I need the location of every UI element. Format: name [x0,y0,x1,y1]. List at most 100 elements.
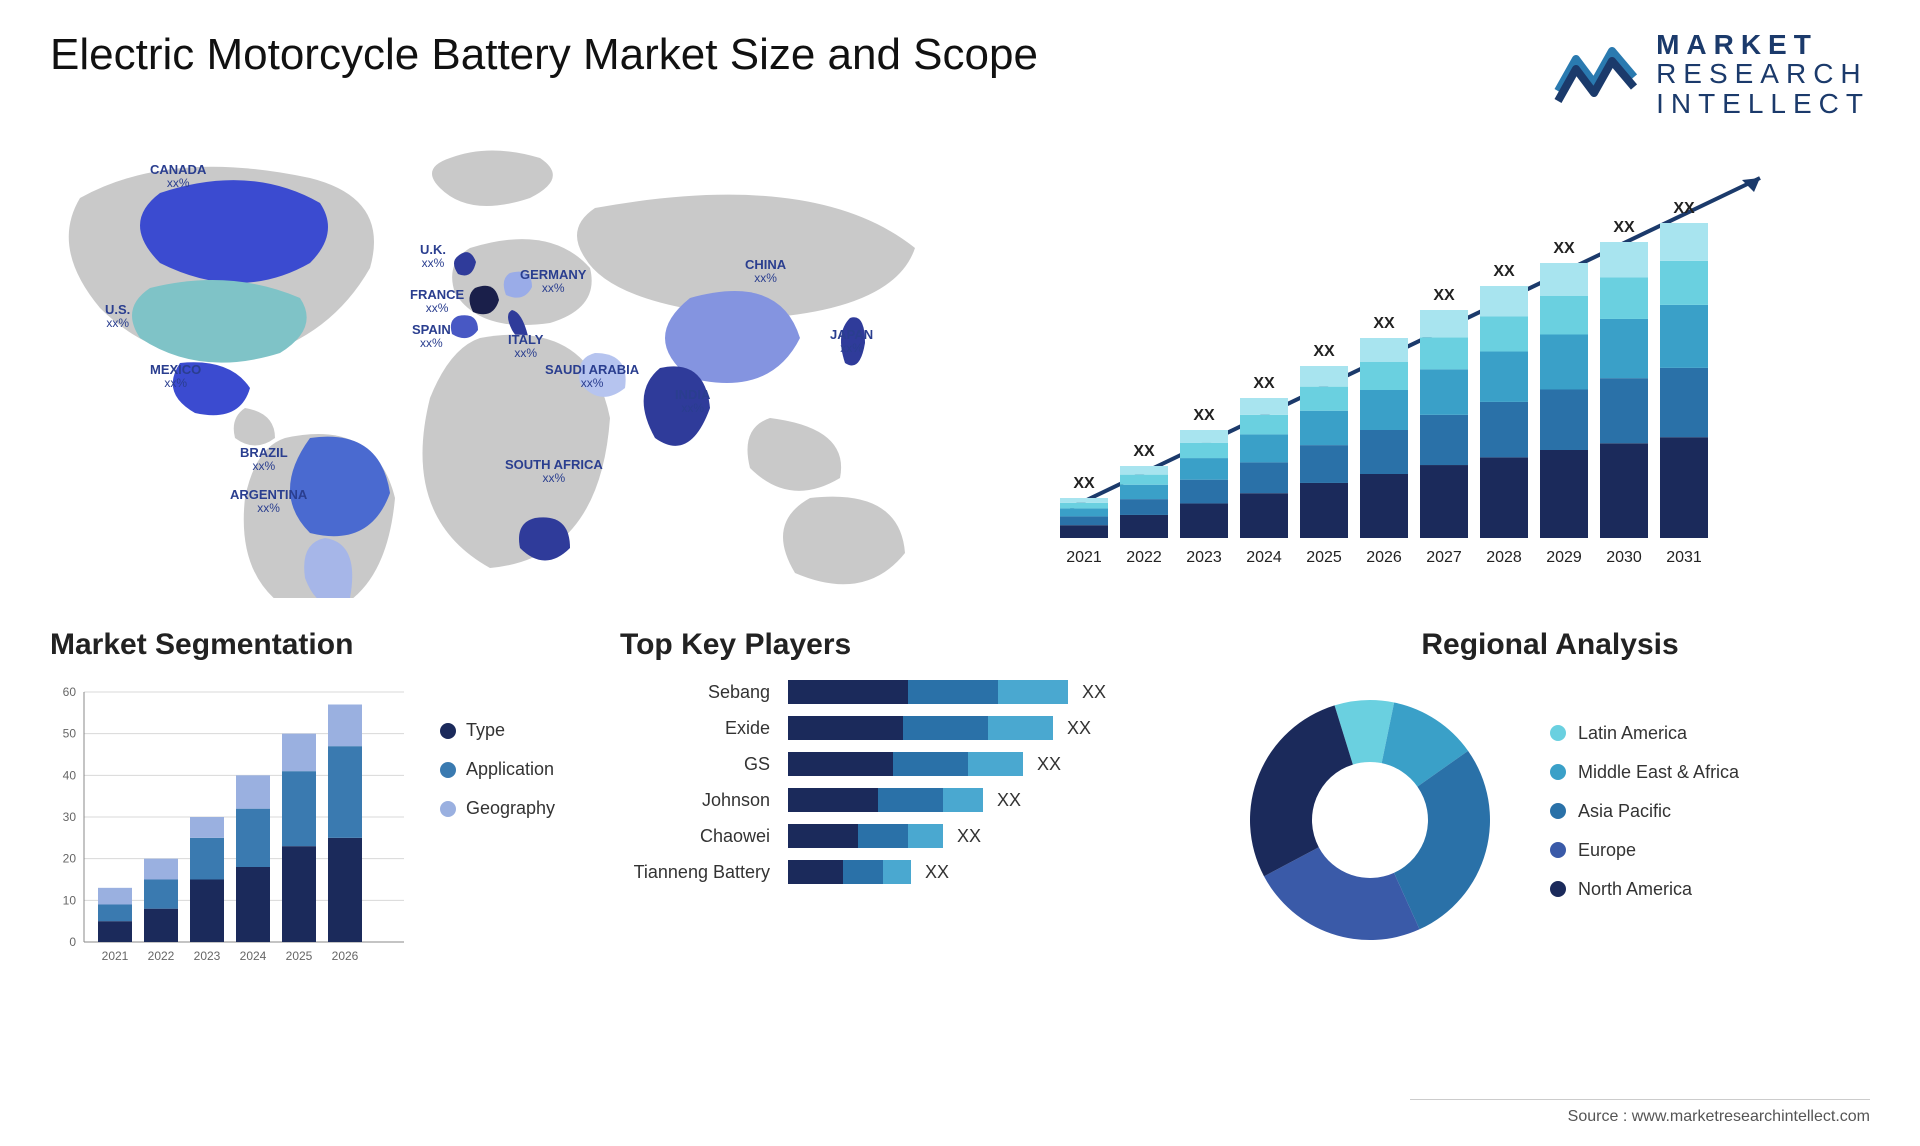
svg-text:0: 0 [69,935,76,949]
map-label: SOUTH AFRICAxx% [505,458,603,485]
svg-text:40: 40 [63,769,77,783]
svg-text:XX: XX [1253,375,1275,392]
svg-text:10: 10 [63,894,77,908]
key-players-chart: SebangXXExideXXGSXXJohnsonXXChaoweiXXTia… [620,680,1200,884]
svg-text:XX: XX [1493,263,1515,280]
regional-legend-item: Middle East & Africa [1550,762,1739,783]
regional-legend: Latin America Middle East & Africa Asia Pa… [1550,723,1739,918]
key-player-name: GS [620,754,788,775]
map-label: MEXICOxx% [150,363,201,390]
segmentation-legend-item: Geography [440,798,555,819]
key-player-name: Tianneng Battery [620,862,788,883]
svg-text:2022: 2022 [148,949,175,963]
key-player-value: XX [997,790,1021,811]
page-title: Electric Motorcycle Battery Market Size … [50,30,1038,80]
svg-text:2029: 2029 [1546,549,1582,566]
svg-text:XX: XX [1553,240,1575,257]
regional-legend-item: Europe [1550,840,1739,861]
key-player-name: Sebang [620,682,788,703]
svg-text:2026: 2026 [332,949,359,963]
svg-text:XX: XX [1313,343,1335,360]
svg-text:2026: 2026 [1366,549,1402,566]
map-label: BRAZILxx% [240,446,288,473]
svg-text:XX: XX [1073,475,1095,492]
svg-text:2023: 2023 [194,949,221,963]
svg-text:XX: XX [1673,200,1695,217]
svg-text:XX: XX [1373,315,1395,332]
svg-text:60: 60 [63,685,77,699]
segmentation-legend-item: Application [440,759,555,780]
key-player-value: XX [957,826,981,847]
svg-text:2027: 2027 [1426,549,1462,566]
map-label: ARGENTINAxx% [230,488,307,515]
source-divider [1410,1099,1870,1100]
svg-text:2022: 2022 [1126,549,1162,566]
svg-text:2024: 2024 [1246,549,1282,566]
key-player-value: XX [1037,754,1061,775]
map-label: ITALYxx% [508,333,543,360]
key-player-row: GS XX [620,752,1200,776]
regional-legend-item: Asia Pacific [1550,801,1739,822]
brand-line1: MARKET [1656,30,1870,59]
map-label: U.K.xx% [420,243,446,270]
svg-text:XX: XX [1133,443,1155,460]
svg-text:2028: 2028 [1486,549,1522,566]
key-player-name: Johnson [620,790,788,811]
map-label: JAPANxx% [830,328,873,355]
map-label: INDIAxx% [675,388,710,415]
key-player-value: XX [1067,718,1091,739]
key-player-value: XX [925,862,949,883]
key-player-bar [788,860,911,884]
svg-text:XX: XX [1433,287,1455,304]
key-player-bar [788,824,943,848]
world-map: CANADAxx% U.S.xx% MEXICOxx% BRAZILxx% ARGENT… [50,138,990,598]
svg-text:XX: XX [1193,407,1215,424]
regional-legend-item: North America [1550,879,1739,900]
svg-text:2025: 2025 [1306,549,1342,566]
svg-text:2024: 2024 [240,949,267,963]
map-label: GERMANYxx% [520,268,586,295]
key-player-row: Tianneng Battery XX [620,860,1200,884]
regional-legend-item: Latin America [1550,723,1739,744]
growth-chart: XX 2021 XX 2022 XX 2023 XX 2024 XX 2025 XX 2026 XX 20… [1030,138,1870,598]
svg-text:2023: 2023 [1186,549,1222,566]
svg-text:XX: XX [1613,219,1635,236]
segmentation-legend: Type Application Geography [440,680,555,837]
svg-text:2021: 2021 [102,949,129,963]
svg-text:2031: 2031 [1666,549,1702,566]
key-players-title: Top Key Players [620,628,1200,662]
map-label: FRANCExx% [410,288,464,315]
source-text: Source : www.marketresearchintellect.com [1410,1108,1870,1126]
svg-text:20: 20 [63,852,77,866]
segmentation-chart: 0 10 20 30 40 50 60 2021 2022 2023 2024 2025 2026 [50,680,410,970]
svg-text:2030: 2030 [1606,549,1642,566]
map-label: SPAINxx% [412,323,451,350]
key-player-row: Exide XX [620,716,1200,740]
svg-text:30: 30 [63,810,77,824]
key-player-bar [788,716,1053,740]
svg-text:2021: 2021 [1066,549,1102,566]
key-player-bar [788,680,1068,704]
map-label: SAUDI ARABIAxx% [545,363,639,390]
key-player-row: Johnson XX [620,788,1200,812]
regional-title: Regional Analysis [1230,628,1870,662]
brand-mark-icon [1554,39,1638,109]
map-label: CHINAxx% [745,258,786,285]
regional-donut [1230,680,1510,960]
brand-logo: MARKET RESEARCH INTELLECT [1554,30,1870,118]
segmentation-title: Market Segmentation [50,628,590,662]
brand-line2: RESEARCH [1656,59,1870,88]
key-player-row: Chaowei XX [620,824,1200,848]
key-player-value: XX [1082,682,1106,703]
key-player-name: Exide [620,718,788,739]
svg-text:50: 50 [63,727,77,741]
key-player-bar [788,788,983,812]
segmentation-legend-item: Type [440,720,555,741]
key-player-bar [788,752,1023,776]
map-label: U.S.xx% [105,303,130,330]
key-player-name: Chaowei [620,826,788,847]
key-player-row: Sebang XX [620,680,1200,704]
map-label: CANADAxx% [150,163,206,190]
brand-line3: INTELLECT [1656,89,1870,118]
svg-text:2025: 2025 [286,949,313,963]
